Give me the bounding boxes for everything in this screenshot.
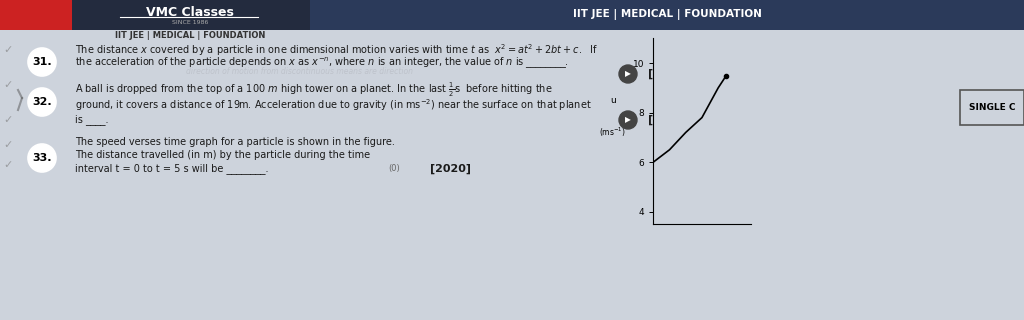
Bar bbox=[961, 90, 1024, 125]
Text: [2020]: [2020] bbox=[648, 115, 689, 125]
Text: [2020]: [2020] bbox=[648, 69, 689, 79]
Text: ✓: ✓ bbox=[3, 140, 12, 150]
Text: 32.: 32. bbox=[32, 97, 52, 107]
Text: ✓: ✓ bbox=[3, 160, 12, 170]
Text: ground, it covers a distance of 19m. Acceleration due to gravity (in ms$^{-2}$) : ground, it covers a distance of 19m. Acc… bbox=[75, 97, 592, 113]
Text: A ball is dropped from the top of a 100 $m$ high tower on a planet. In the last : A ball is dropped from the top of a 100 … bbox=[75, 81, 553, 99]
Text: interval t = 0 to t = 5 s will be ________.: interval t = 0 to t = 5 s will be ______… bbox=[75, 164, 268, 174]
Text: ✓: ✓ bbox=[3, 80, 12, 90]
Text: (0): (0) bbox=[388, 164, 399, 173]
Circle shape bbox=[618, 111, 637, 129]
Circle shape bbox=[618, 65, 637, 83]
Text: 31.: 31. bbox=[32, 57, 52, 67]
Text: SINCE 1986: SINCE 1986 bbox=[172, 20, 208, 26]
Text: direction of motion from discontinuous means are direction: direction of motion from discontinuous m… bbox=[186, 68, 414, 76]
Text: u: u bbox=[610, 96, 615, 105]
Text: [2020]: [2020] bbox=[430, 164, 471, 174]
Circle shape bbox=[28, 48, 56, 76]
Text: IIT JEE | MEDICAL | FOUNDATION: IIT JEE | MEDICAL | FOUNDATION bbox=[115, 31, 265, 41]
Text: SINGLE C: SINGLE C bbox=[969, 103, 1015, 113]
Circle shape bbox=[28, 88, 56, 116]
Bar bbox=[0, 0, 310, 30]
Text: 33.: 33. bbox=[32, 153, 52, 163]
Text: The distance $x$ covered by a particle in one dimensional motion varies with tim: The distance $x$ covered by a particle i… bbox=[75, 42, 598, 58]
Text: (ms$^{-1}$): (ms$^{-1}$) bbox=[599, 126, 627, 139]
Bar bbox=[0, 0, 72, 30]
Circle shape bbox=[28, 144, 56, 172]
Text: ▶: ▶ bbox=[625, 116, 631, 124]
Bar bbox=[310, 0, 1024, 30]
Text: ▶: ▶ bbox=[625, 69, 631, 78]
Text: VMC Classes: VMC Classes bbox=[146, 5, 233, 19]
Text: The speed verses time graph for a particle is shown in the figure.: The speed verses time graph for a partic… bbox=[75, 137, 395, 147]
Text: IIT JEE | MEDICAL | FOUNDATION: IIT JEE | MEDICAL | FOUNDATION bbox=[572, 10, 762, 20]
Text: the acceleration of the particle depends on $x$ as $x^{-n}$, where $n$ is an int: the acceleration of the particle depends… bbox=[75, 55, 569, 71]
Text: ✓: ✓ bbox=[3, 115, 12, 125]
Text: ✓: ✓ bbox=[3, 45, 12, 55]
Text: The distance travelled (in m) by the particle during the time: The distance travelled (in m) by the par… bbox=[75, 150, 370, 160]
Text: is ____.: is ____. bbox=[75, 115, 109, 125]
